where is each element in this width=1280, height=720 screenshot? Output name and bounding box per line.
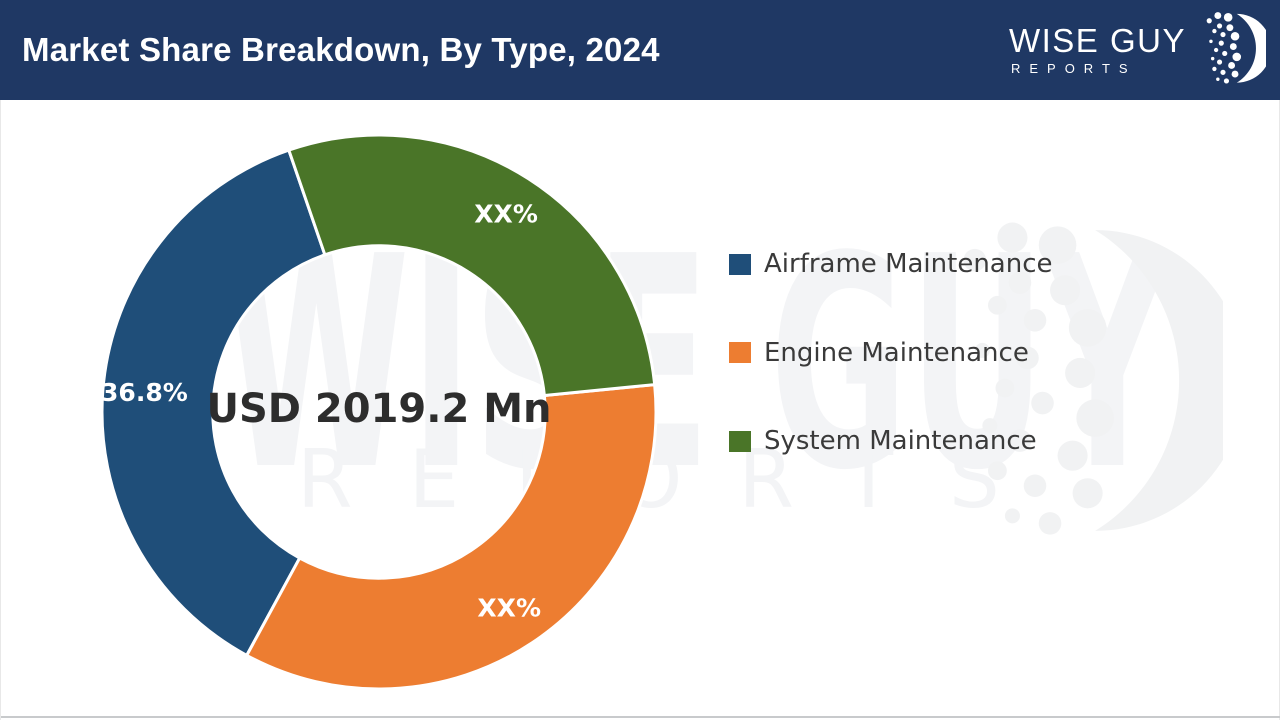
donut-segment-system-maintenance [287, 133, 657, 398]
donut-center-value: USD 2019.2 Mn [207, 386, 552, 432]
brand-logo-text: WISE GUY REPORTS [1008, 21, 1186, 77]
legend-item-engine-maintenance: Engine Maintenance [729, 337, 1053, 368]
donut-chart: 36.8% XX% XX% USD 2019.2 Mn [100, 133, 658, 691]
page-title: Market Share Breakdown, By Type, 2024 [22, 31, 660, 68]
dotted-head-icon [1180, 7, 1266, 93]
brand-logo: WISE GUY REPORTS [1009, 4, 1266, 96]
legend-swatch-system [729, 430, 751, 452]
legend-item-system-maintenance: System Maintenance [729, 427, 1053, 456]
legend-item-airframe-maintenance: Airframe Maintenance [729, 250, 1053, 279]
legend-swatch-airframe [729, 253, 751, 275]
segment-value-label: XX% [477, 594, 541, 623]
brand-name: WISE GUY [1008, 21, 1186, 59]
legend-swatch-engine [729, 342, 751, 364]
bottom-divider [1, 716, 1280, 718]
header-bar: Market Share Breakdown, By Type, 2024 WI… [0, 0, 1280, 100]
legend: Airframe Maintenance Engine Maintenance … [729, 250, 1053, 456]
chart-area: WISE GUY REPORTS 36.8% XX% XX% USD 2019.2 M… [0, 100, 1280, 720]
donut-segment-airframe-maintenance [100, 148, 327, 657]
segment-value-label: XX% [474, 199, 538, 228]
brand-subtitle: REPORTS [1010, 61, 1137, 77]
legend-label-system: System Maintenance [764, 426, 1037, 457]
legend-label-engine: Engine Maintenance [764, 337, 1029, 368]
donut-segment-engine-maintenance [245, 383, 658, 691]
watermark-brand-text: WISE GUY [223, 194, 1169, 534]
segment-value-label: 36.8% [101, 378, 188, 407]
legend-label-airframe: Airframe Maintenance [764, 249, 1053, 279]
